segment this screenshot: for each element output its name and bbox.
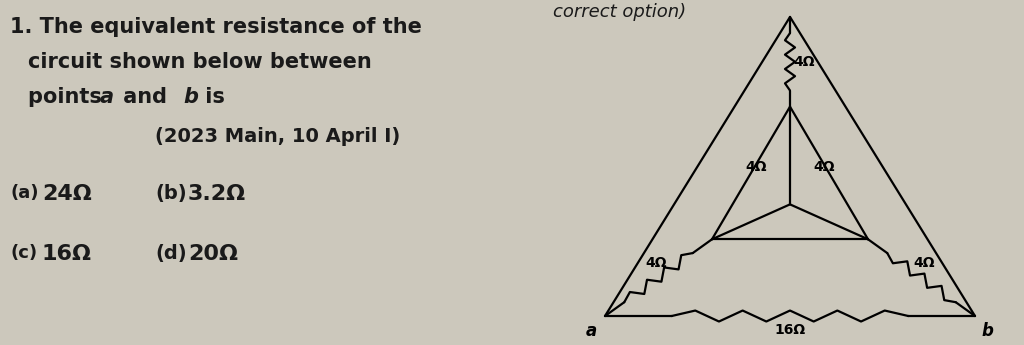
- Text: 20Ω: 20Ω: [188, 244, 238, 264]
- Text: (a): (a): [10, 185, 39, 203]
- Text: 16Ω: 16Ω: [42, 244, 92, 264]
- Text: 4Ω: 4Ω: [813, 160, 835, 174]
- Text: 4Ω: 4Ω: [913, 256, 935, 270]
- Text: (2023 Main, 10 April I): (2023 Main, 10 April I): [155, 127, 400, 146]
- Text: 3.2Ω: 3.2Ω: [188, 185, 246, 205]
- Text: 1. The equivalent resistance of the: 1. The equivalent resistance of the: [10, 17, 422, 37]
- Text: points: points: [28, 87, 110, 107]
- Text: 4Ω: 4Ω: [645, 256, 667, 270]
- Text: is: is: [198, 87, 225, 107]
- Text: circuit shown below between: circuit shown below between: [28, 52, 372, 72]
- Text: a: a: [586, 322, 597, 340]
- Text: a: a: [100, 87, 114, 107]
- Text: (c): (c): [10, 244, 37, 262]
- Text: 4Ω: 4Ω: [745, 160, 767, 174]
- Text: 4Ω: 4Ω: [794, 55, 815, 69]
- Text: 16Ω: 16Ω: [774, 323, 806, 337]
- Text: (b): (b): [155, 185, 186, 204]
- Text: b: b: [183, 87, 198, 107]
- Text: and: and: [116, 87, 174, 107]
- Text: b: b: [981, 322, 993, 340]
- Text: (d): (d): [155, 244, 186, 263]
- Text: 24Ω: 24Ω: [42, 185, 92, 205]
- Text: correct option): correct option): [553, 3, 686, 21]
